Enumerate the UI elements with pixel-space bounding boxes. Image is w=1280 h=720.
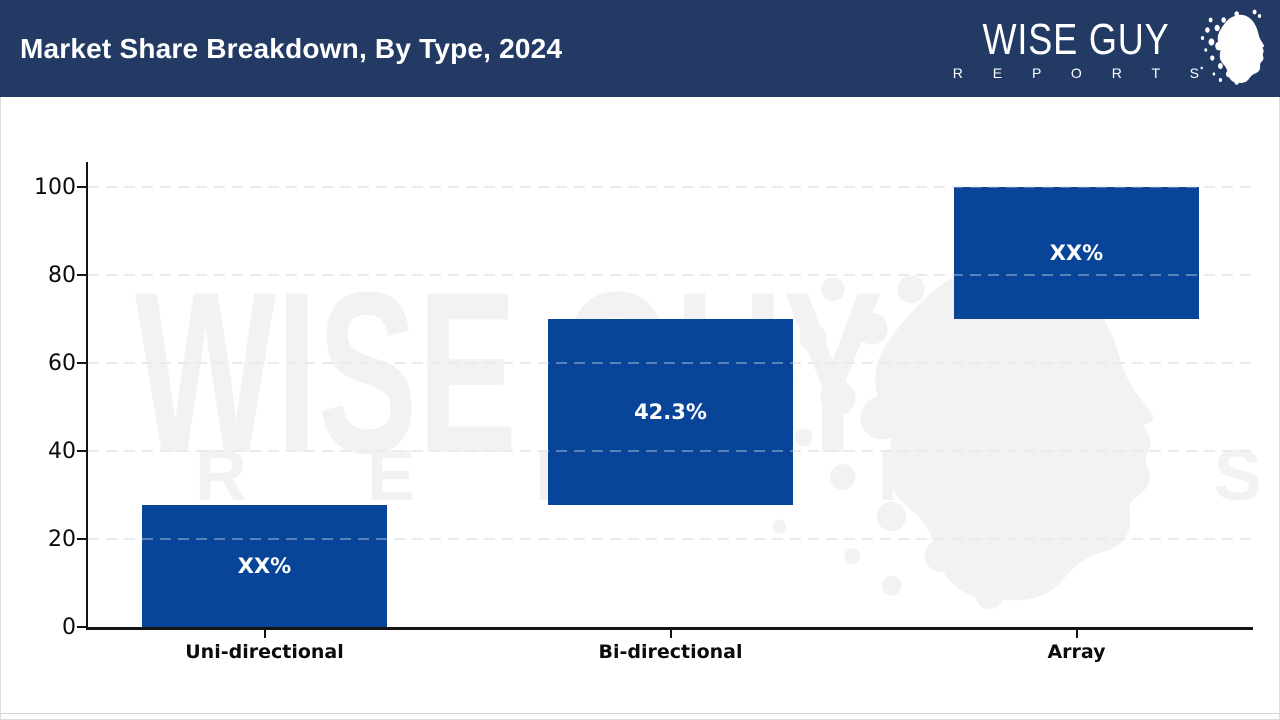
- gridline-over: [88, 362, 1253, 364]
- y-tick-label: 100: [34, 175, 76, 200]
- y-tick-mark: [77, 450, 86, 452]
- y-tick-mark: [77, 186, 86, 188]
- y-tick-label: 20: [48, 527, 76, 552]
- gridline: [88, 538, 1253, 540]
- x-tick-mark: [1075, 630, 1078, 638]
- bottom-rule: [0, 713, 1280, 714]
- gridline-over: [88, 538, 1253, 540]
- page-title: Market Share Breakdown, By Type, 2024: [20, 32, 563, 64]
- gridline-over: [88, 450, 1253, 452]
- x-axis-category-label: Uni-directional: [185, 641, 344, 663]
- y-tick-label: 60: [48, 351, 76, 376]
- gridline-over: [88, 186, 1253, 188]
- x-axis-line: [86, 627, 1253, 630]
- logo-wordmark: WISE GUY: [982, 14, 1170, 64]
- bar-segment: 42.3%: [548, 319, 793, 506]
- wiseguy-logo: WISE GUY R E P O R T S: [940, 4, 1266, 94]
- gridline-over: [88, 274, 1253, 276]
- x-axis-category-label: Bi-directional: [598, 641, 743, 663]
- y-tick-mark: [77, 274, 86, 276]
- logo-subtext: R E P O R T S: [952, 64, 1212, 81]
- x-tick-mark: [669, 630, 672, 638]
- y-axis-line: [86, 162, 88, 630]
- bar-segment: XX%: [142, 505, 387, 627]
- gridline: [88, 186, 1253, 188]
- bar-value-label: XX%: [237, 554, 292, 579]
- x-axis-category-label: Array: [1047, 641, 1106, 663]
- y-tick-label: 0: [62, 615, 76, 640]
- y-tick-label: 40: [48, 439, 76, 464]
- logo-face-icon: [1200, 9, 1265, 85]
- bar-value-label: XX%: [1049, 241, 1104, 265]
- gridline: [88, 274, 1253, 276]
- y-tick-mark: [77, 362, 86, 364]
- y-tick-mark: [77, 626, 86, 628]
- x-tick-mark: [263, 630, 266, 638]
- bar-value-label: 42.3%: [634, 400, 707, 425]
- header-bar: Market Share Breakdown, By Type, 2024 WI…: [0, 0, 1280, 97]
- logo-text: WISE GUY R E P O R T S: [940, 14, 1212, 81]
- chart-area: WISE GUY R E P O R T S 020406080100XX%Un…: [0, 97, 1280, 720]
- y-tick-label: 80: [48, 263, 76, 288]
- y-tick-mark: [77, 538, 86, 540]
- bar-segment: XX%: [954, 187, 1199, 319]
